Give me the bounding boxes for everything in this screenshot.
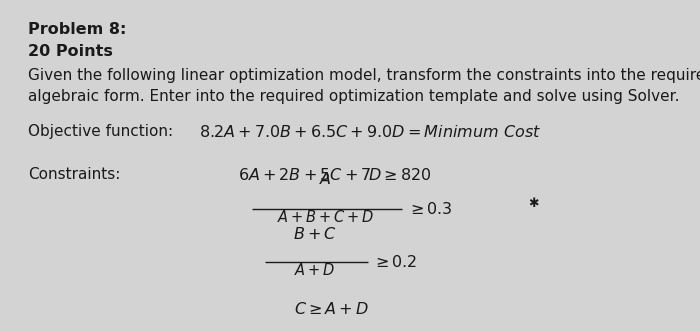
Text: $B+C$: $B+C$ <box>293 226 337 242</box>
Text: 20 Points: 20 Points <box>28 44 113 59</box>
Text: $A+B+C+D$: $A+B+C+D$ <box>276 209 374 224</box>
Text: Problem 8:: Problem 8: <box>28 22 127 36</box>
Text: $A+D$: $A+D$ <box>294 262 336 278</box>
Text: Objective function:: Objective function: <box>28 124 173 139</box>
Text: algebraic form. Enter into the required optimization template and solve using So: algebraic form. Enter into the required … <box>28 89 680 104</box>
Text: $A$: $A$ <box>319 171 332 187</box>
Text: Constraints:: Constraints: <box>28 167 120 182</box>
Text: $\geq 0.3$: $\geq 0.3$ <box>407 201 453 216</box>
Text: ✱: ✱ <box>528 197 539 210</box>
Text: $C \geq A+D$: $C \geq A+D$ <box>294 301 369 317</box>
Text: $8.2A + 7.0B + 6.5C + 9.0D = \mathit{Minimum\ Cost}$: $8.2A + 7.0B + 6.5C + 9.0D = \mathit{Min… <box>199 124 542 140</box>
Text: Given the following linear optimization model, transform the constraints into th: Given the following linear optimization … <box>28 68 700 83</box>
Text: $6A + 2B + 5C + 7D \geq 820$: $6A + 2B + 5C + 7D \geq 820$ <box>238 167 431 183</box>
Text: $\geq 0.2$: $\geq 0.2$ <box>372 254 417 270</box>
